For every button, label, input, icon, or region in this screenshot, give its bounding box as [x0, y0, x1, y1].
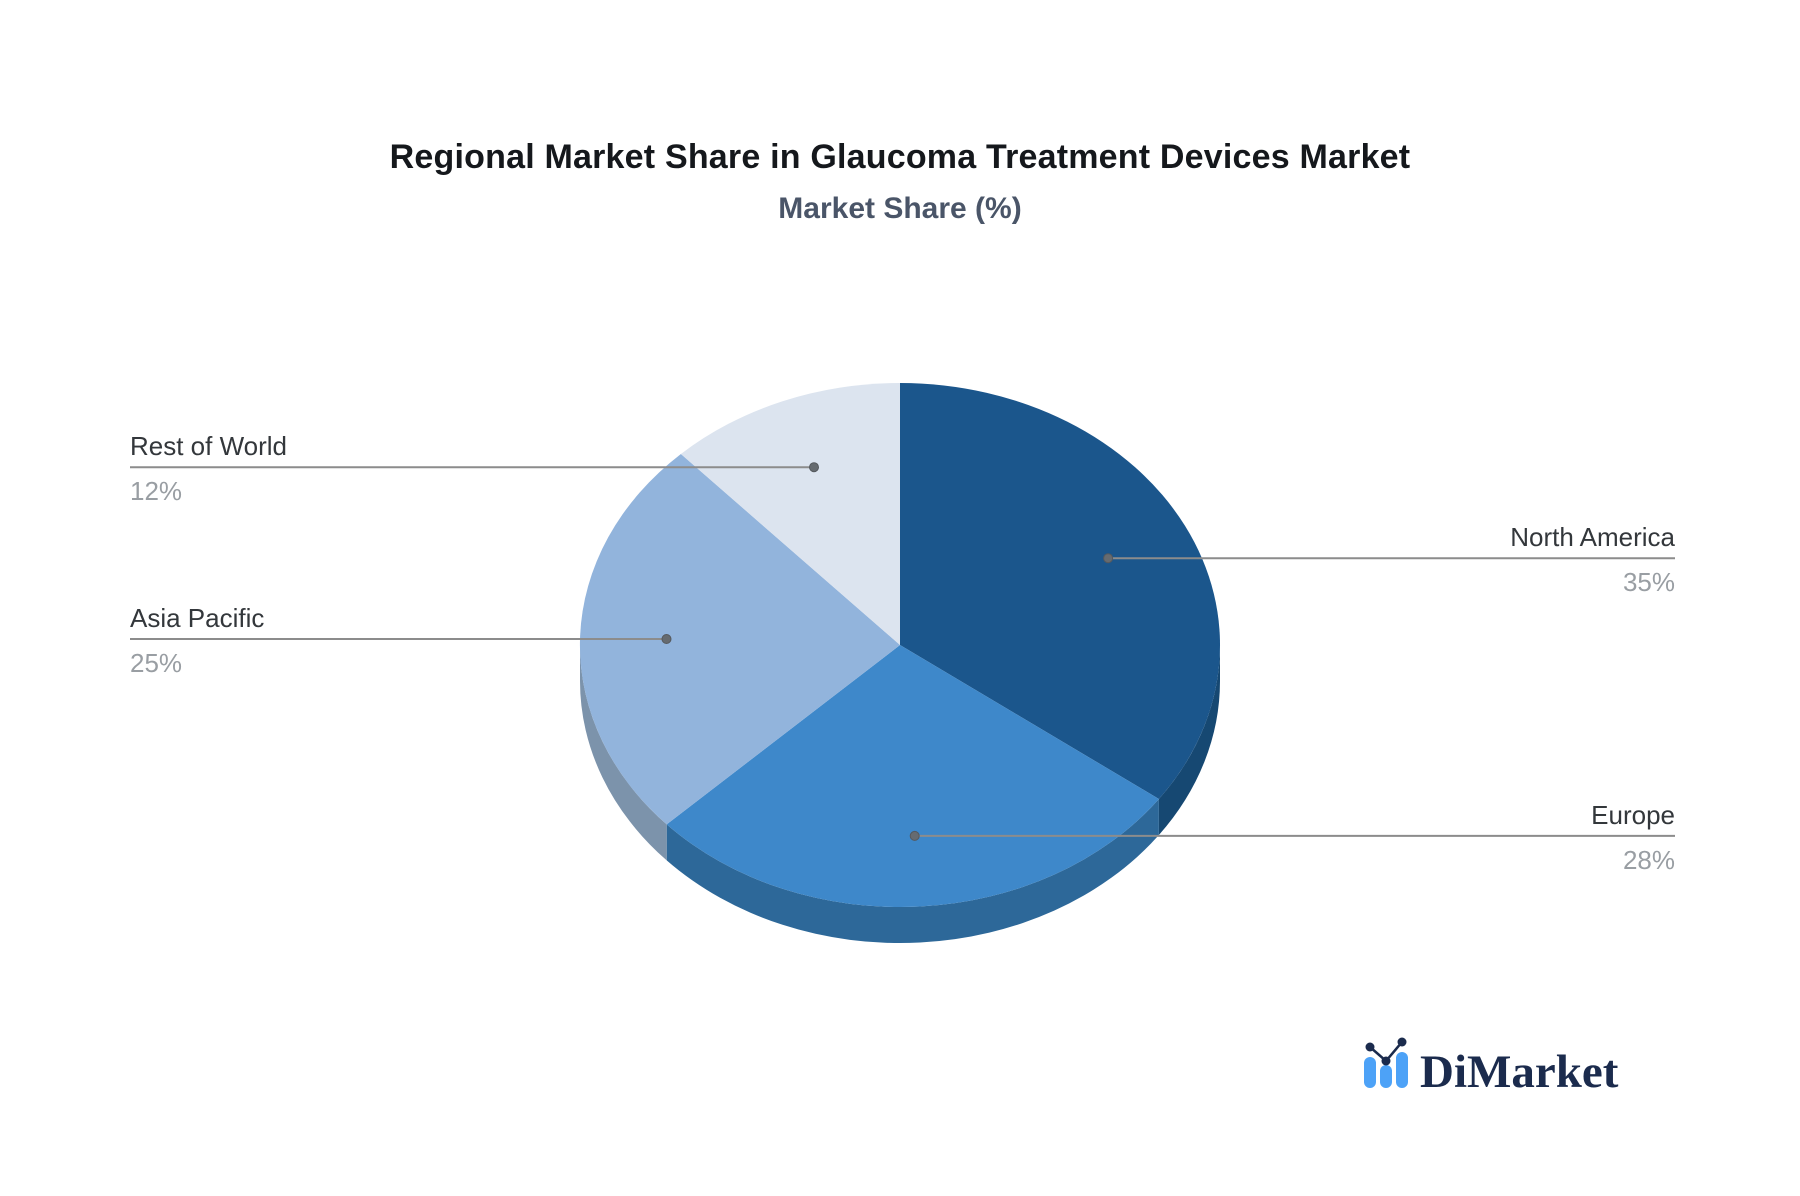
pie-label-percent: 28%	[1622, 844, 1675, 875]
leader-dot-north-america	[1103, 553, 1114, 564]
pie-label-name: Rest of World	[130, 431, 288, 462]
pie-slice-rest-of-world[interactable]	[680, 383, 900, 645]
pie-label-percent: 35%	[1622, 567, 1675, 598]
pie-label-name: Europe	[1591, 799, 1675, 830]
pie-label-name: Asia Pacific	[130, 603, 265, 633]
bar-line-chart-logo-icon	[1364, 1037, 1408, 1088]
pie-slice-asia-pacific[interactable]	[579, 454, 900, 825]
leader-dot-rest-of-world	[809, 462, 819, 473]
pie-label-percent: 12%	[130, 476, 183, 507]
leader-dot-europe	[909, 830, 920, 841]
pie-slice-side-europe	[666, 799, 1159, 944]
pie-slice-side-asia-pacific	[580, 645, 667, 861]
dimarket-logo: DiMarket	[1364, 1037, 1619, 1096]
leader-dot-asia-pacific	[661, 634, 672, 644]
logo-text: DiMarket	[1420, 1046, 1619, 1096]
pie-slice-north-america[interactable]	[900, 382, 1221, 799]
pie-slice-side-north-america	[1158, 645, 1220, 835]
pie-label-percent: 25%	[130, 648, 183, 678]
pie-slice-europe[interactable]	[666, 645, 1159, 908]
chart-title: Regional Market Share in Glaucoma Treatm…	[389, 138, 1411, 176]
pie-label-name: North America	[1510, 522, 1675, 553]
chart-subtitle: Market Share (%)	[778, 192, 1022, 225]
